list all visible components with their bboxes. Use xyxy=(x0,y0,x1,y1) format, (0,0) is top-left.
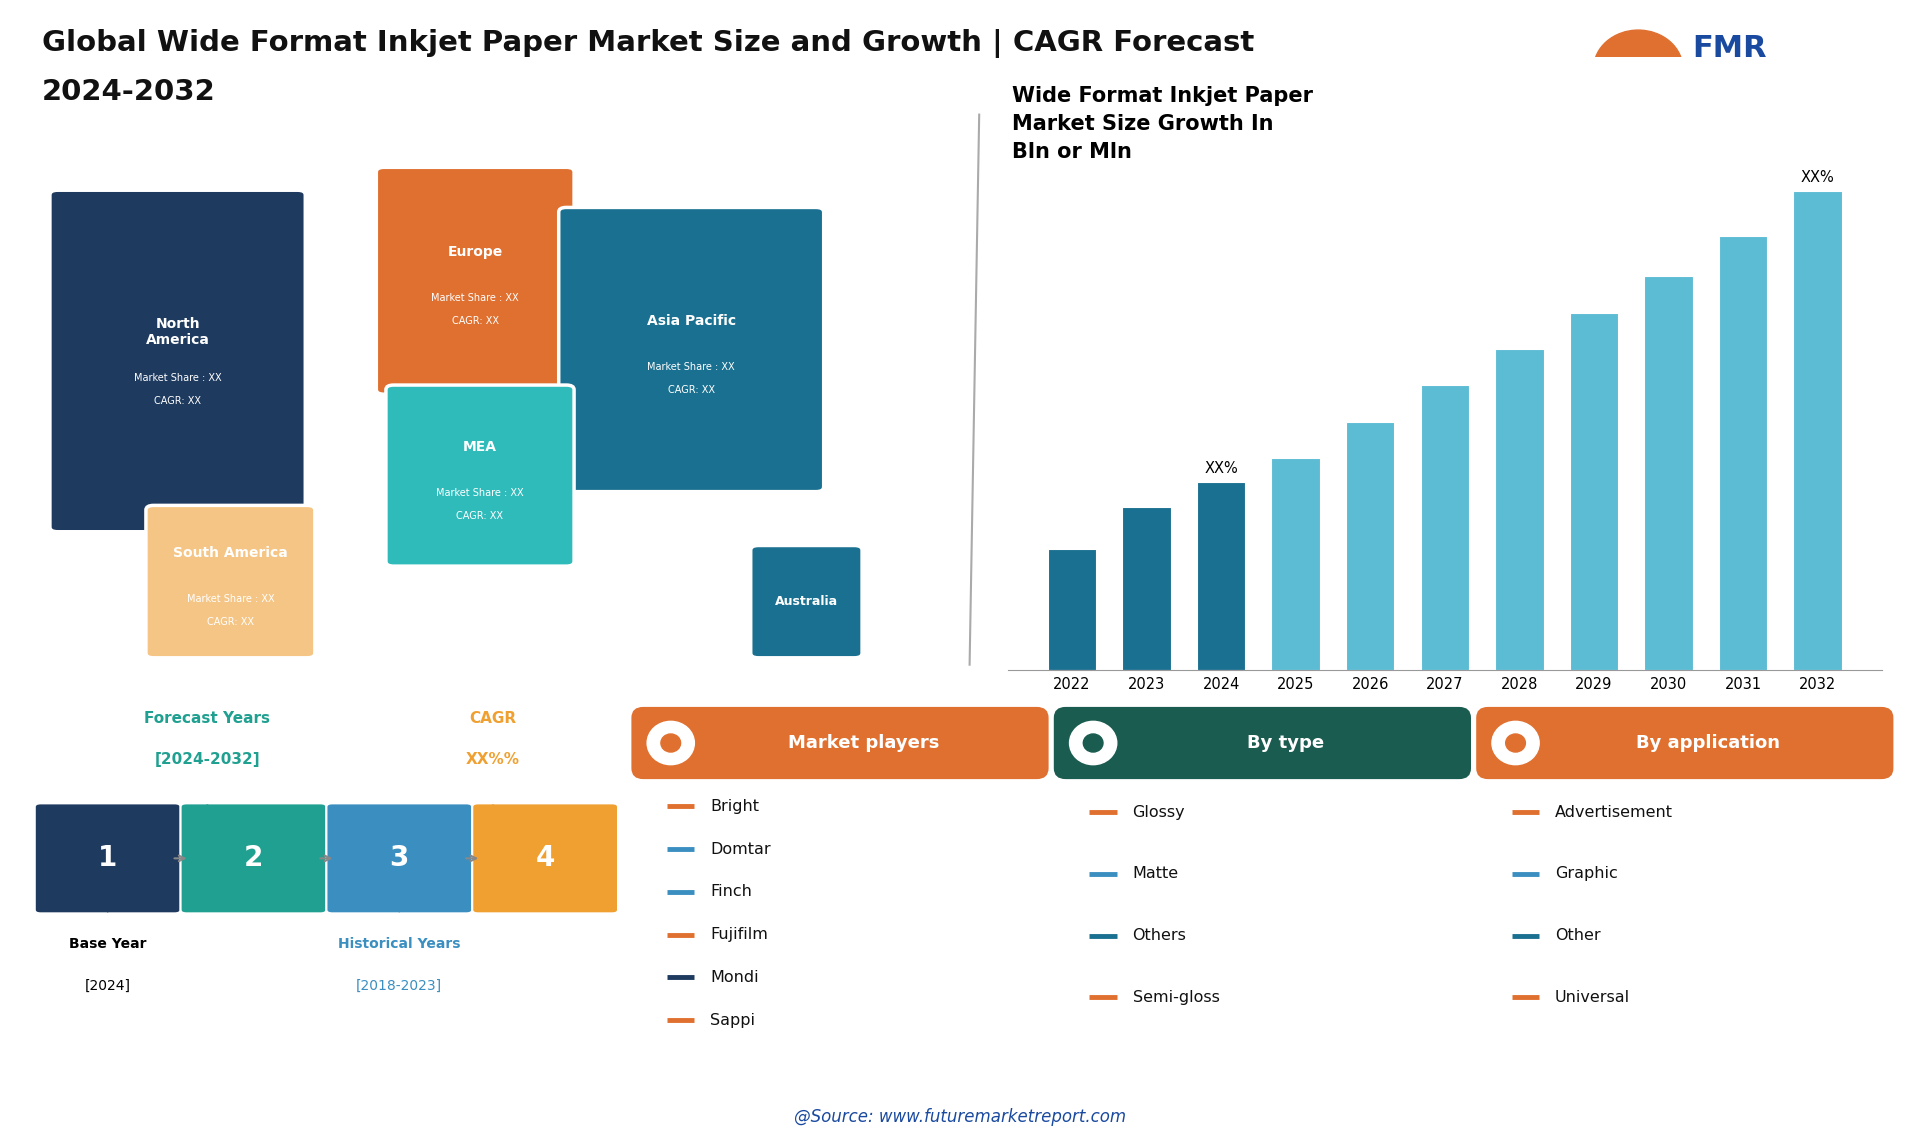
Circle shape xyxy=(1505,733,1524,752)
Bar xyxy=(1346,422,1394,670)
Text: Sappi: Sappi xyxy=(710,1013,755,1028)
FancyBboxPatch shape xyxy=(472,803,618,913)
Text: CAGR: XX: CAGR: XX xyxy=(451,316,499,325)
Text: CAGR: XX: CAGR: XX xyxy=(457,511,503,520)
Text: CAGR: XX: CAGR: XX xyxy=(668,385,714,394)
Text: Forecast Years: Forecast Years xyxy=(144,711,271,725)
Text: Global Wide Format Inkjet Paper Market Size and Growth | CAGR Forecast: Global Wide Format Inkjet Paper Market S… xyxy=(42,29,1254,57)
FancyBboxPatch shape xyxy=(180,803,326,913)
Text: Semi-gloss: Semi-gloss xyxy=(1133,990,1219,1005)
FancyBboxPatch shape xyxy=(751,545,862,658)
Text: Graphic: Graphic xyxy=(1555,866,1619,881)
Bar xyxy=(1496,350,1544,670)
Text: Historical Years: Historical Years xyxy=(338,937,461,951)
Text: Asia Pacific: Asia Pacific xyxy=(647,314,735,328)
Text: By application: By application xyxy=(1636,733,1780,752)
Text: XX%%: XX%% xyxy=(467,752,520,767)
Text: FUTURE MARKET REPORT: FUTURE MARKET REPORT xyxy=(1692,91,1805,99)
Bar xyxy=(1123,507,1171,670)
Bar xyxy=(1718,236,1766,670)
Circle shape xyxy=(1069,721,1117,764)
FancyBboxPatch shape xyxy=(1054,707,1471,779)
FancyBboxPatch shape xyxy=(146,505,315,658)
Text: Wide Format Inkjet Paper
Market Size Growth In
Bln or Mln: Wide Format Inkjet Paper Market Size Gro… xyxy=(1012,86,1313,162)
Text: Europe: Europe xyxy=(447,245,503,259)
Text: @Source: www.futuremarketreport.com: @Source: www.futuremarketreport.com xyxy=(795,1108,1125,1127)
FancyBboxPatch shape xyxy=(1476,707,1893,779)
Text: Matte: Matte xyxy=(1133,866,1179,881)
FancyBboxPatch shape xyxy=(326,803,472,913)
Text: [2024-2032]: [2024-2032] xyxy=(154,752,261,767)
FancyBboxPatch shape xyxy=(632,707,1048,779)
Text: Market Share : XX: Market Share : XX xyxy=(134,374,221,383)
Text: MEA: MEA xyxy=(463,440,497,454)
Text: Fujifilm: Fujifilm xyxy=(710,927,768,942)
Text: [2018-2023]: [2018-2023] xyxy=(357,979,442,992)
Text: ⚡: ⚡ xyxy=(1632,56,1645,76)
Text: CAGR: XX: CAGR: XX xyxy=(154,397,202,406)
Text: Bright: Bright xyxy=(710,799,758,814)
Text: North
America: North America xyxy=(146,317,209,347)
Bar xyxy=(1793,191,1841,670)
Text: FMR: FMR xyxy=(1692,33,1766,63)
Text: Market Share : XX: Market Share : XX xyxy=(186,594,275,604)
Text: XX%: XX% xyxy=(1801,171,1834,186)
Text: Market Share : XX: Market Share : XX xyxy=(432,293,518,303)
Circle shape xyxy=(1083,733,1102,752)
FancyBboxPatch shape xyxy=(559,207,824,492)
Text: Advertisement: Advertisement xyxy=(1555,804,1672,819)
Bar xyxy=(1571,313,1619,670)
Text: Market Share : XX: Market Share : XX xyxy=(647,362,735,371)
Bar xyxy=(1196,482,1246,670)
FancyBboxPatch shape xyxy=(50,190,305,532)
Text: Others: Others xyxy=(1133,928,1187,943)
Text: 4: 4 xyxy=(536,845,555,872)
Bar xyxy=(1271,458,1319,670)
Text: 1: 1 xyxy=(98,845,117,872)
Text: 3: 3 xyxy=(390,845,409,872)
Text: Glossy: Glossy xyxy=(1133,804,1185,819)
FancyBboxPatch shape xyxy=(376,167,574,394)
Text: [2024]: [2024] xyxy=(84,979,131,992)
Text: By type: By type xyxy=(1248,733,1325,752)
Bar xyxy=(1644,276,1693,670)
Text: Domtar: Domtar xyxy=(710,841,770,857)
Text: Market Share : XX: Market Share : XX xyxy=(436,488,524,497)
Circle shape xyxy=(1594,30,1682,108)
Text: Base Year: Base Year xyxy=(69,937,146,951)
Bar xyxy=(1048,549,1096,670)
Text: Other: Other xyxy=(1555,928,1601,943)
Text: 2: 2 xyxy=(244,845,263,872)
Text: XX%: XX% xyxy=(1204,462,1238,477)
Circle shape xyxy=(660,733,680,752)
Text: CAGR: CAGR xyxy=(470,711,516,725)
Text: Mondi: Mondi xyxy=(710,970,758,984)
Text: Universal: Universal xyxy=(1555,990,1630,1005)
Text: Market players: Market players xyxy=(787,733,939,752)
Text: Finch: Finch xyxy=(710,885,753,900)
Text: South America: South America xyxy=(173,545,288,560)
FancyBboxPatch shape xyxy=(35,803,180,913)
Text: 2024-2032: 2024-2032 xyxy=(42,78,215,105)
Circle shape xyxy=(1492,721,1540,764)
Text: Australia: Australia xyxy=(776,595,837,609)
FancyBboxPatch shape xyxy=(386,385,574,566)
Bar xyxy=(1421,385,1469,670)
Text: CAGR: XX: CAGR: XX xyxy=(207,617,253,627)
Circle shape xyxy=(647,721,695,764)
